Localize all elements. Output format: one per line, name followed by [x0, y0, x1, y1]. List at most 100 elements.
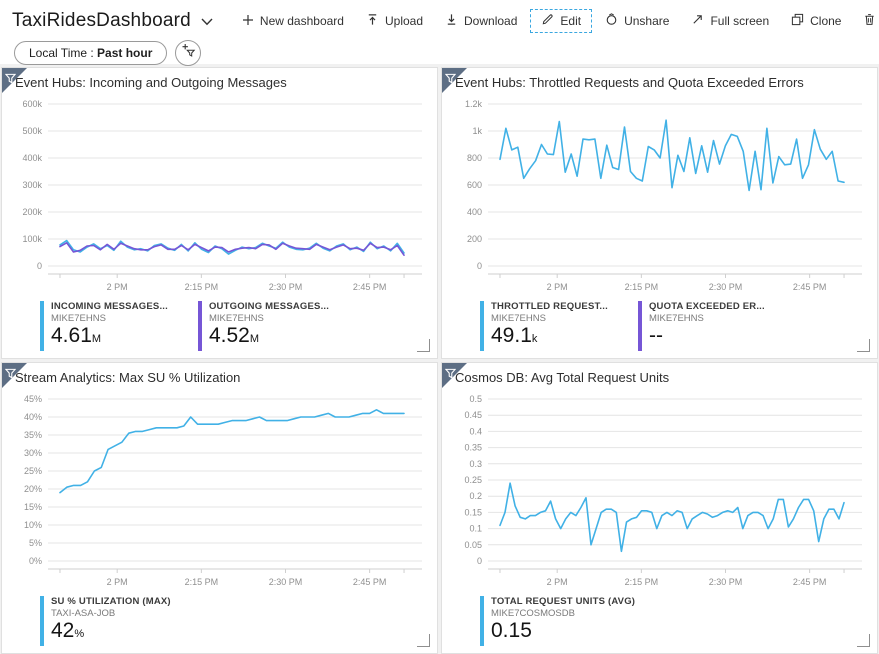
svg-text:200: 200 [467, 234, 482, 244]
tile-resize-handle[interactable] [857, 339, 870, 352]
svg-text:600k: 600k [22, 99, 42, 109]
svg-text:2:45 PM: 2:45 PM [353, 577, 387, 587]
metric-value: 4.61M [51, 324, 102, 347]
dashboard-grid: Event Hubs: Incoming and Outgoing Messag… [0, 64, 879, 654]
chart-eventhubs-throttled: 0 200 400 600 800 1k 1.2k 2 PM 2:15 PM 2:30 PM 2:4… [465, 99, 862, 292]
tile-eventhubs-throttled[interactable]: Event Hubs: Throttled Requests and Quota… [441, 67, 878, 359]
full-screen-button[interactable]: Full screen [682, 9, 778, 33]
tile-title: Event Hubs: Throttled Requests and Quota… [455, 75, 804, 90]
svg-text:20%: 20% [24, 484, 42, 494]
funnel-icon [444, 71, 457, 89]
svg-text:2:45 PM: 2:45 PM [793, 282, 827, 292]
svg-text:200k: 200k [22, 207, 42, 217]
svg-text:2 PM: 2 PM [547, 577, 568, 587]
page-title: TaxiRidesDashboard [12, 10, 191, 31]
chart-stream-analytics-su: 0% 5% 10% 15% 20% 25% 30% 35% 40% 45% 2 PM 2:15 PM 2… [24, 394, 422, 587]
tile-filter-badge [442, 363, 467, 388]
chart-cosmosdb-request-units: 0 0.05 0.1 0.15 0.2 0.25 0.3 0.35 0.4 0.45 0.5 2 PM… [464, 394, 862, 587]
svg-text:500k: 500k [22, 126, 42, 136]
metric-value: 4.52M [208, 324, 260, 347]
legend-color-bar [480, 596, 484, 646]
tile-eventhubs-messages[interactable]: Event Hubs: Incoming and Outgoing Messag… [1, 67, 438, 359]
svg-text:2:30 PM: 2:30 PM [269, 282, 303, 292]
download-icon [445, 13, 458, 29]
funnel-icon [444, 366, 457, 384]
dashboard-toolbar: New dashboard Upload Download Edit Unsha… [233, 9, 879, 33]
svg-text:2 PM: 2 PM [547, 282, 568, 292]
legend-item-su-utilization: SU % UTILIZATION (MAX) TAXI-ASA-JOB 42% [40, 596, 171, 646]
svg-text:2:30 PM: 2:30 PM [709, 282, 743, 292]
tile-resize-handle[interactable] [417, 634, 430, 647]
svg-text:0.4: 0.4 [469, 426, 482, 436]
legend-item-total-request-units: TOTAL REQUEST UNITS (AVG) MIKE7COSMOSDB … [480, 596, 635, 646]
svg-text:2:15 PM: 2:15 PM [185, 577, 219, 587]
svg-text:300k: 300k [22, 180, 42, 190]
dashboard-title-dropdown[interactable]: TaxiRidesDashboard [12, 10, 213, 32]
svg-text:0.3: 0.3 [469, 459, 482, 469]
tile-resize-handle[interactable] [857, 634, 870, 647]
svg-text:2:30 PM: 2:30 PM [709, 577, 743, 587]
svg-text:0.15: 0.15 [464, 507, 482, 517]
unshare-button[interactable]: Unshare [596, 9, 678, 33]
svg-text:5%: 5% [29, 538, 42, 548]
clone-button[interactable]: Clone [782, 9, 850, 33]
chart-legend: INCOMING MESSAGES... MIKE7EHNS 4.61M OUT… [40, 301, 437, 351]
upload-button[interactable]: Upload [357, 9, 432, 33]
svg-text:2 PM: 2 PM [107, 577, 128, 587]
svg-text:0.35: 0.35 [464, 443, 482, 453]
legend-color-bar [637, 301, 642, 351]
metric-value: 0.15 [491, 619, 532, 642]
tile-cosmosdb-request-units[interactable]: Cosmos DB: Avg Total Request Units 0 0.05… [441, 362, 878, 654]
svg-text:2:15 PM: 2:15 PM [185, 282, 219, 292]
svg-text:2:30 PM: 2:30 PM [269, 577, 303, 587]
metric-value: 49.1k [491, 324, 538, 347]
svg-text:35%: 35% [24, 430, 42, 440]
tile-stream-analytics-su[interactable]: Stream Analytics: Max SU % Utilization 0… [1, 362, 438, 654]
clone-icon [791, 13, 804, 29]
svg-text:45%: 45% [24, 394, 42, 404]
trash-icon [863, 13, 876, 29]
tile-filter-badge [442, 68, 467, 93]
svg-text:0: 0 [477, 261, 482, 271]
legend-color-bar [40, 301, 44, 351]
svg-text:2:45 PM: 2:45 PM [793, 577, 827, 587]
chart-eventhubs-messages: 0 100k 200k 300k 400k 500k 600k 2 PM 2:15 PM 2:30… [22, 99, 422, 292]
svg-text:1k: 1k [472, 126, 482, 136]
tile-title: Stream Analytics: Max SU % Utilization [15, 370, 241, 385]
tile-resize-handle[interactable] [417, 339, 430, 352]
edit-button[interactable]: Edit [530, 9, 593, 33]
svg-text:100k: 100k [22, 234, 42, 244]
tile-filter-badge [2, 68, 27, 93]
add-filter-button[interactable] [175, 40, 202, 66]
time-filter-value: Past hour [97, 46, 153, 60]
svg-text:1.2k: 1.2k [465, 99, 483, 109]
dashboard-header: TaxiRidesDashboard New dashboard Upload … [0, 0, 879, 66]
svg-text:0.05: 0.05 [464, 540, 482, 550]
metric-value: 42% [51, 619, 85, 642]
delete-button[interactable]: Delete [854, 9, 879, 33]
download-button[interactable]: Download [436, 9, 526, 33]
tile-filter-badge [2, 363, 27, 388]
legend-item-quota: QUOTA EXCEEDED ER... MIKE7EHNS -- [637, 301, 765, 351]
new-dashboard-button[interactable]: New dashboard [233, 10, 353, 33]
svg-text:10%: 10% [24, 520, 42, 530]
svg-text:30%: 30% [24, 448, 42, 458]
unshare-icon [605, 13, 618, 29]
plus-icon [242, 14, 254, 29]
svg-text:0.45: 0.45 [464, 410, 482, 420]
svg-text:400: 400 [467, 207, 482, 217]
legend-color-bar [197, 301, 202, 351]
tile-title: Cosmos DB: Avg Total Request Units [455, 370, 670, 385]
svg-text:2:15 PM: 2:15 PM [625, 282, 659, 292]
svg-text:0.25: 0.25 [464, 475, 482, 485]
full-screen-arrow-icon [691, 13, 704, 29]
upload-icon [366, 13, 379, 29]
legend-color-bar [480, 301, 484, 351]
add-filter-funnel-icon [181, 43, 196, 63]
svg-text:0: 0 [477, 556, 482, 566]
chart-legend: TOTAL REQUEST UNITS (AVG) MIKE7COSMOSDB … [480, 596, 877, 646]
svg-text:0.5: 0.5 [469, 394, 482, 404]
svg-text:2:45 PM: 2:45 PM [353, 282, 387, 292]
time-filter-pill[interactable]: Local Time : Past hour [14, 41, 168, 65]
